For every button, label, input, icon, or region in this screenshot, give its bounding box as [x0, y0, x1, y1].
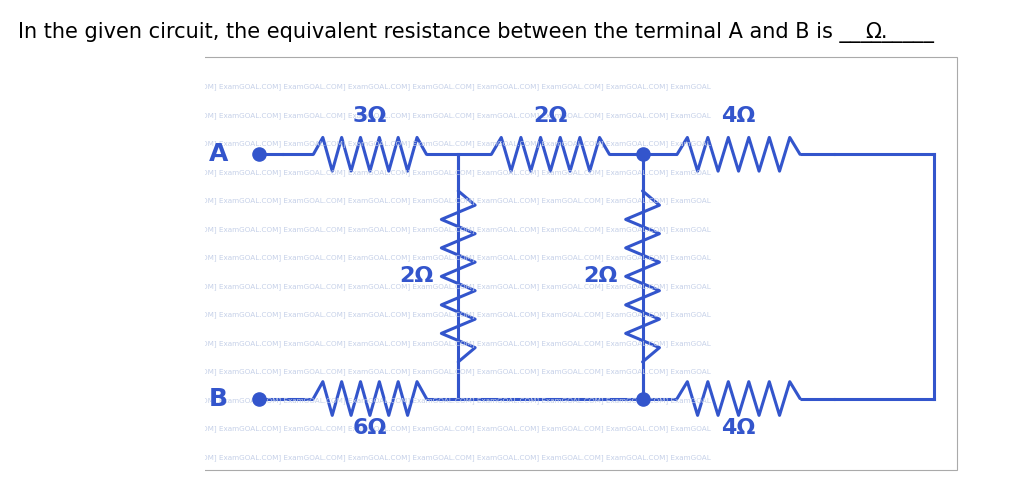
Point [634, 394, 651, 402]
Text: COM] ExamGOAL.COM] ExamGOAL.COM] ExamGOAL.COM] ExamGOAL.COM] ExamGOAL.COM] ExamG: COM] ExamGOAL.COM] ExamGOAL.COM] ExamGOA… [197, 397, 711, 404]
Text: In the given circuit, the equivalent resistance between the terminal A and B is : In the given circuit, the equivalent res… [18, 22, 935, 43]
Text: COM] ExamGOAL.COM] ExamGOAL.COM] ExamGOAL.COM] ExamGOAL.COM] ExamGOAL.COM] ExamG: COM] ExamGOAL.COM] ExamGOAL.COM] ExamGOA… [197, 169, 711, 176]
Text: COM] ExamGOAL.COM] ExamGOAL.COM] ExamGOAL.COM] ExamGOAL.COM] ExamGOAL.COM] ExamG: COM] ExamGOAL.COM] ExamGOAL.COM] ExamGOA… [197, 255, 711, 261]
Text: 6Ω: 6Ω [352, 418, 387, 438]
Text: COM] ExamGOAL.COM] ExamGOAL.COM] ExamGOAL.COM] ExamGOAL.COM] ExamGOAL.COM] ExamG: COM] ExamGOAL.COM] ExamGOAL.COM] ExamGOA… [197, 140, 711, 147]
Point [250, 151, 266, 158]
Text: COM] ExamGOAL.COM] ExamGOAL.COM] ExamGOAL.COM] ExamGOAL.COM] ExamGOAL.COM] ExamG: COM] ExamGOAL.COM] ExamGOAL.COM] ExamGOA… [197, 454, 711, 461]
Text: A: A [209, 142, 228, 166]
Text: COM] ExamGOAL.COM] ExamGOAL.COM] ExamGOAL.COM] ExamGOAL.COM] ExamGOAL.COM] ExamG: COM] ExamGOAL.COM] ExamGOAL.COM] ExamGOA… [197, 84, 711, 91]
Text: B: B [209, 387, 228, 410]
Text: COM] ExamGOAL.COM] ExamGOAL.COM] ExamGOAL.COM] ExamGOAL.COM] ExamGOAL.COM] ExamG: COM] ExamGOAL.COM] ExamGOAL.COM] ExamGOA… [197, 283, 711, 290]
Text: COM] ExamGOAL.COM] ExamGOAL.COM] ExamGOAL.COM] ExamGOAL.COM] ExamGOAL.COM] ExamG: COM] ExamGOAL.COM] ExamGOAL.COM] ExamGOA… [197, 425, 711, 432]
Point [634, 151, 651, 158]
Text: COM] ExamGOAL.COM] ExamGOAL.COM] ExamGOAL.COM] ExamGOAL.COM] ExamGOAL.COM] ExamG: COM] ExamGOAL.COM] ExamGOAL.COM] ExamGOA… [197, 340, 711, 347]
Text: 4Ω: 4Ω [721, 106, 756, 126]
Text: 3Ω: 3Ω [352, 106, 387, 126]
Text: COM] ExamGOAL.COM] ExamGOAL.COM] ExamGOAL.COM] ExamGOAL.COM] ExamGOAL.COM] ExamG: COM] ExamGOAL.COM] ExamGOAL.COM] ExamGOA… [197, 197, 711, 204]
Text: COM] ExamGOAL.COM] ExamGOAL.COM] ExamGOAL.COM] ExamGOAL.COM] ExamGOAL.COM] ExamG: COM] ExamGOAL.COM] ExamGOAL.COM] ExamGOA… [197, 112, 711, 119]
Text: COM] ExamGOAL.COM] ExamGOAL.COM] ExamGOAL.COM] ExamGOAL.COM] ExamGOAL.COM] ExamG: COM] ExamGOAL.COM] ExamGOAL.COM] ExamGOA… [197, 369, 711, 375]
Text: Ω.: Ω. [865, 22, 888, 42]
Text: COM] ExamGOAL.COM] ExamGOAL.COM] ExamGOAL.COM] ExamGOAL.COM] ExamGOAL.COM] ExamG: COM] ExamGOAL.COM] ExamGOAL.COM] ExamGOA… [197, 312, 711, 318]
Point [250, 394, 266, 402]
Text: 4Ω: 4Ω [721, 418, 756, 438]
Text: 2Ω: 2Ω [398, 266, 433, 287]
Text: 2Ω: 2Ω [534, 106, 567, 126]
Text: COM] ExamGOAL.COM] ExamGOAL.COM] ExamGOAL.COM] ExamGOAL.COM] ExamGOAL.COM] ExamG: COM] ExamGOAL.COM] ExamGOAL.COM] ExamGOA… [197, 226, 711, 233]
Text: 2Ω: 2Ω [583, 266, 617, 287]
